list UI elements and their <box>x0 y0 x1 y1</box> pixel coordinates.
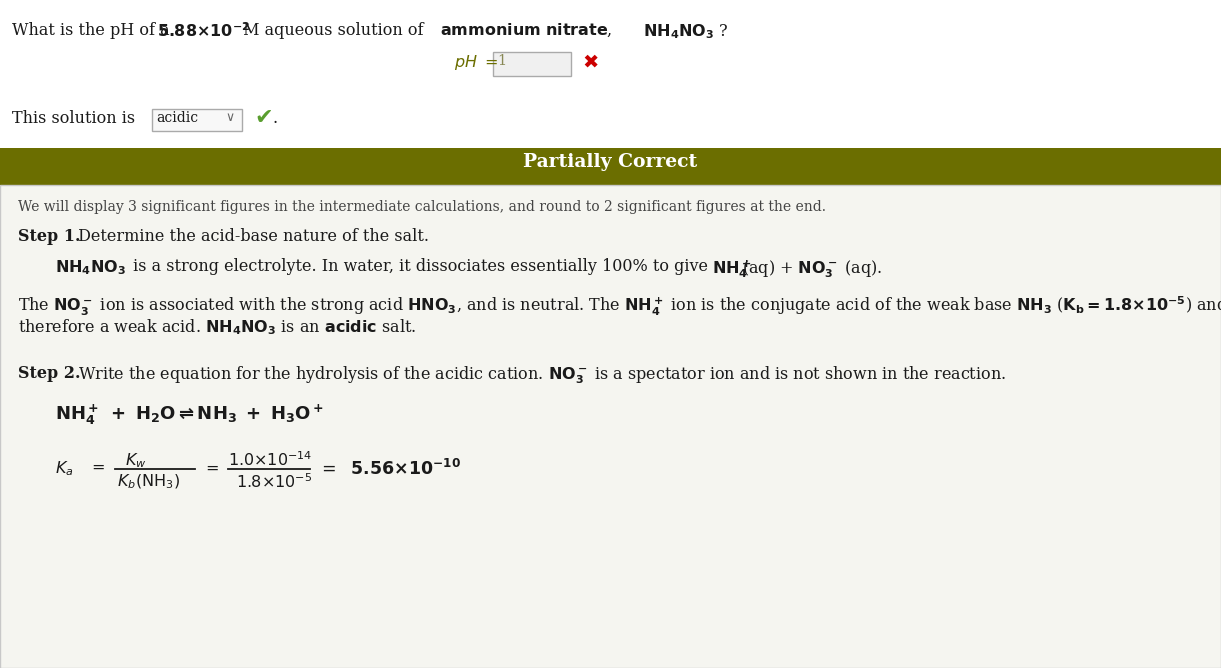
Text: $=\ \ \mathbf{5.56{\times}10^{-10}}$: $=\ \ \mathbf{5.56{\times}10^{-10}}$ <box>317 459 460 479</box>
Text: This solution is: This solution is <box>12 110 136 127</box>
Text: $pH\ =$: $pH\ =$ <box>454 53 498 72</box>
Text: $\mathbf{5.88{\times}10^{-2}}$: $\mathbf{5.88{\times}10^{-2}}$ <box>158 22 250 41</box>
Text: (aq) + $\mathbf{NO_3^-}$ (aq).: (aq) + $\mathbf{NO_3^-}$ (aq). <box>742 258 882 279</box>
Text: The $\mathbf{NO_3^-}$ ion is associated with the strong acid $\mathbf{HNO_3}$, a: The $\mathbf{NO_3^-}$ ion is associated … <box>18 295 1221 318</box>
Text: ∨: ∨ <box>225 111 234 124</box>
Text: .: . <box>272 110 277 127</box>
Text: $=$: $=$ <box>201 459 219 476</box>
Text: Step 2.: Step 2. <box>18 365 81 382</box>
Text: Step 1.: Step 1. <box>18 228 81 245</box>
Text: $K_w$: $K_w$ <box>125 451 147 470</box>
Text: $1.8{\times}10^{-5}$: $1.8{\times}10^{-5}$ <box>236 473 313 492</box>
Text: Determine the acid-base nature of the salt.: Determine the acid-base nature of the sa… <box>73 228 429 245</box>
Bar <box>0 185 1221 668</box>
Bar <box>151 109 242 131</box>
Text: M aqueous solution of: M aqueous solution of <box>238 22 429 39</box>
Text: What is the pH of a: What is the pH of a <box>12 22 175 39</box>
Bar <box>0 148 1221 185</box>
Text: We will display 3 significant figures in the intermediate calculations, and roun: We will display 3 significant figures in… <box>18 200 825 214</box>
Text: therefore a weak acid. $\mathbf{NH_4NO_3}$ is an $\mathbf{acidic}$ salt.: therefore a weak acid. $\mathbf{NH_4NO_3… <box>18 317 416 337</box>
Text: $\mathbf{NH_4^+}$: $\mathbf{NH_4^+}$ <box>712 258 751 280</box>
Text: $\mathbf{NH_4NO_3}$ ?: $\mathbf{NH_4NO_3}$ ? <box>639 22 729 41</box>
Text: ✔: ✔ <box>254 108 272 128</box>
Text: acidic: acidic <box>156 111 198 125</box>
Text: is a strong electrolyte. In water, it dissociates essentially 100% to give: is a strong electrolyte. In water, it di… <box>128 258 713 275</box>
Text: $=$: $=$ <box>83 459 105 476</box>
Text: 1: 1 <box>497 54 507 68</box>
Text: $1.0{\times}10^{-14}$: $1.0{\times}10^{-14}$ <box>228 451 313 470</box>
Text: $\mathbf{ammonium\ nitrate}$,: $\mathbf{ammonium\ nitrate}$, <box>440 22 613 39</box>
Text: ✖: ✖ <box>582 53 598 72</box>
Text: $\mathbf{NH_4NO_3}$: $\mathbf{NH_4NO_3}$ <box>55 258 126 277</box>
Bar <box>493 52 571 76</box>
Text: $K_b\mathrm{(NH_3)}$: $K_b\mathrm{(NH_3)}$ <box>117 473 179 492</box>
Text: Write the equation for the hydrolysis of the acidic cation. $\mathbf{NO_3^-}$ is: Write the equation for the hydrolysis of… <box>73 365 1006 387</box>
Text: Partially Correct: Partially Correct <box>523 153 697 171</box>
Text: $\mathbf{NH_4^+\ +\ H_2O \rightleftharpoons NH_3\ +\ H_3O^+}$: $\mathbf{NH_4^+\ +\ H_2O \rightleftharpo… <box>55 403 324 428</box>
Text: $K_a$: $K_a$ <box>55 459 73 478</box>
